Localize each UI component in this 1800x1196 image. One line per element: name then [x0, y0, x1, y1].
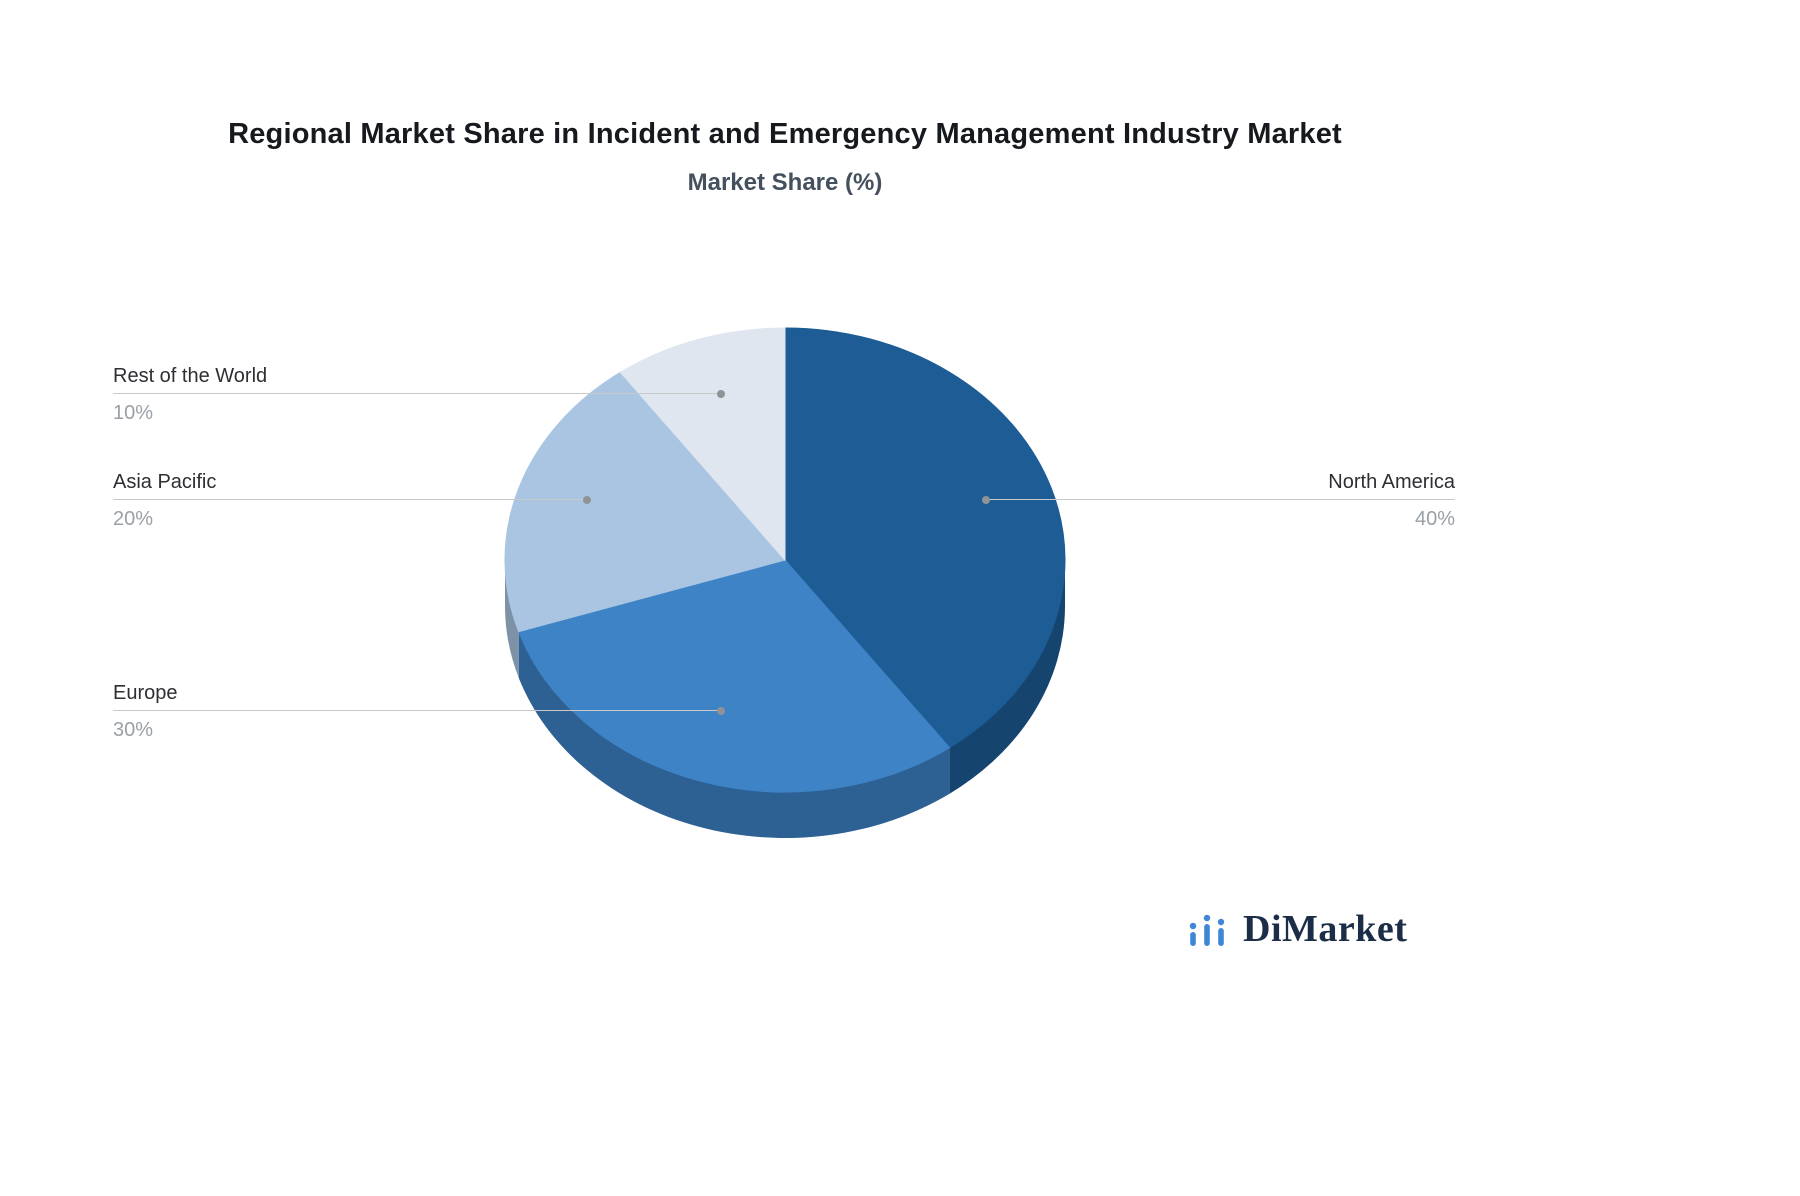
- chart-title: Regional Market Share in Incident and Em…: [228, 118, 1342, 150]
- slice-percent: 20%: [113, 508, 154, 530]
- leader-line: [113, 389, 725, 398]
- leader-dot: [717, 706, 725, 715]
- label-asia-pacific: Asia Pacific 20%: [113, 469, 591, 532]
- leader-line: [982, 495, 1455, 504]
- slice-percent: 30%: [113, 719, 154, 741]
- chart-subtitle: Market Share (%): [687, 169, 883, 196]
- leader-dot: [717, 389, 725, 398]
- dimarket-logo: DiMarket: [1185, 906, 1407, 952]
- label-rest-of-the-world: Rest of the World 10%: [113, 363, 725, 426]
- slice-label: Rest of the World: [113, 365, 268, 387]
- slice-label: North America: [1328, 471, 1455, 493]
- label-north-america: North America 40%: [982, 469, 1455, 532]
- leader-dot: [982, 495, 990, 504]
- slice-label: Europe: [113, 682, 178, 704]
- leader-line: [113, 706, 725, 715]
- label-europe: Europe 30%: [113, 680, 725, 743]
- slice-percent: 40%: [1414, 508, 1455, 530]
- leader-dot: [583, 495, 591, 504]
- slice-percent: 10%: [113, 402, 154, 424]
- leader-line: [113, 495, 591, 504]
- bar-chart-icon: [1189, 914, 1225, 946]
- slice-label: Asia Pacific: [113, 471, 217, 493]
- logo-text: DiMarket: [1243, 908, 1408, 950]
